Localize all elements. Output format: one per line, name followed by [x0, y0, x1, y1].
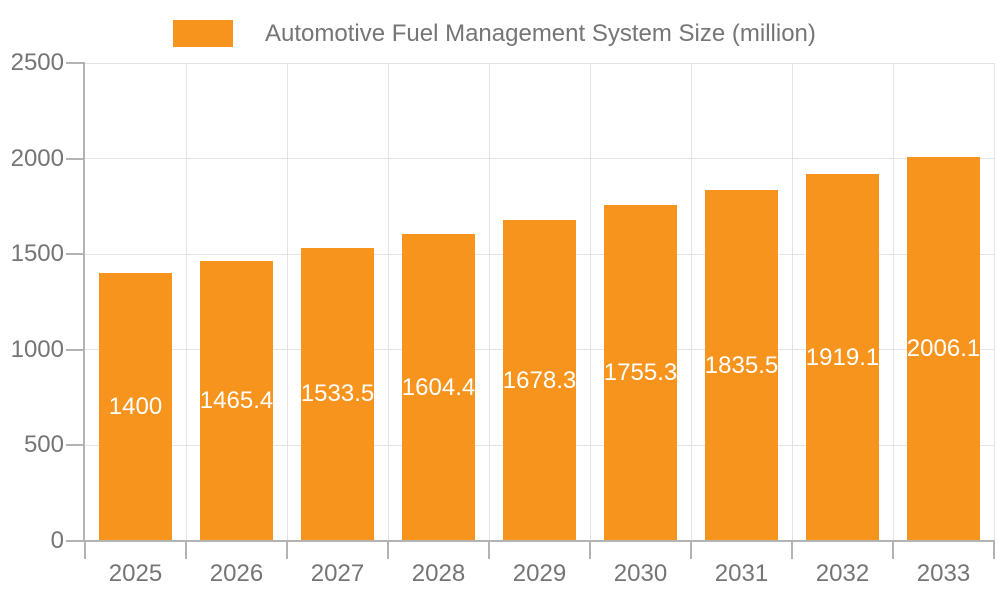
gridline-v [791, 63, 793, 541]
bar[interactable] [99, 273, 172, 541]
x-tick [791, 540, 793, 559]
gridline-v [690, 63, 692, 541]
bar-value-label: 1755.3 [603, 359, 678, 387]
x-tick [589, 540, 591, 559]
bar[interactable] [907, 157, 980, 541]
bar[interactable] [503, 220, 576, 541]
y-axis-label: 2000 [10, 144, 64, 172]
gridline-v [589, 63, 591, 541]
bar-value-label: 2006.1 [906, 335, 981, 363]
x-tick [286, 540, 288, 559]
bar-value-label: 1835.5 [704, 351, 779, 379]
y-axis-line [83, 63, 85, 541]
y-tick [66, 444, 85, 447]
y-axis-label: 500 [23, 431, 64, 459]
x-tick [387, 540, 389, 559]
bar[interactable] [705, 190, 778, 541]
y-axis-label: 0 [50, 527, 64, 554]
x-tick [84, 540, 86, 559]
gridline-h [85, 62, 994, 64]
legend-label: Automotive Fuel Management System Size (… [265, 19, 816, 47]
x-tick [690, 540, 692, 559]
bar-value-label: 1678.3 [502, 366, 577, 394]
gridline-v [387, 63, 389, 541]
y-axis-label: 2500 [10, 49, 64, 76]
x-tick [488, 540, 490, 559]
x-tick [185, 540, 187, 559]
gridline-v [185, 63, 187, 541]
bar[interactable] [301, 247, 374, 541]
x-axis-label: 2032 [815, 560, 870, 587]
bar-value-label: 1919.1 [805, 343, 880, 371]
gridline-v [488, 63, 490, 541]
y-tick [66, 62, 85, 64]
bar-value-label: 1400 [108, 393, 163, 421]
bar[interactable] [604, 205, 677, 541]
gridline-v [286, 63, 288, 541]
bar[interactable] [200, 260, 273, 541]
x-axis-label: 2029 [512, 560, 567, 587]
gridline-v [892, 63, 894, 541]
y-tick [66, 348, 85, 351]
legend-item[interactable]: Automotive Fuel Management System Size (… [173, 20, 816, 47]
bar[interactable] [806, 174, 879, 541]
gridline-v [993, 63, 995, 541]
x-axis-label: 2025 [108, 560, 163, 587]
x-axis-label: 2026 [209, 560, 264, 587]
y-tick [66, 253, 85, 256]
x-axis-label: 2030 [613, 560, 668, 587]
bar-value-label: 1533.5 [300, 380, 375, 408]
x-axis-label: 2031 [714, 560, 769, 587]
y-axis-label: 1500 [10, 240, 64, 268]
gridline-h [85, 158, 994, 160]
x-axis-label: 2028 [411, 560, 466, 587]
bar[interactable] [402, 234, 475, 541]
x-tick [993, 540, 995, 559]
x-axis-label: 2027 [310, 560, 365, 587]
x-axis-label: 2033 [916, 560, 971, 587]
y-tick [66, 157, 85, 160]
y-axis-label: 1000 [10, 335, 64, 363]
legend-swatch-icon [173, 20, 233, 47]
x-axis-line [85, 540, 994, 542]
x-tick [892, 540, 894, 559]
y-tick [66, 540, 85, 542]
bar-value-label: 1465.4 [199, 386, 274, 414]
bar-value-label: 1604.4 [401, 373, 476, 401]
